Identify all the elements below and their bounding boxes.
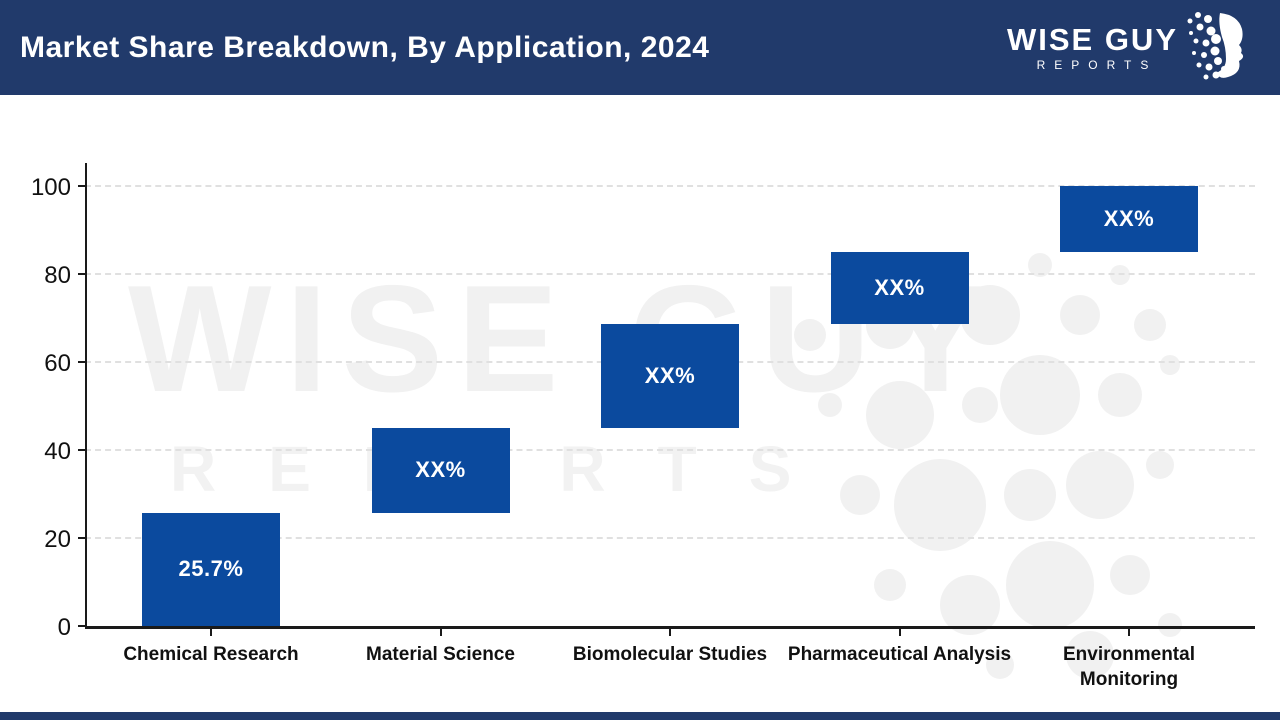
x-category-label: Chemical Research bbox=[123, 644, 299, 665]
logo-wordmark: WISE GUY REPORTS bbox=[1007, 24, 1178, 71]
x-tick-mark bbox=[439, 629, 442, 636]
bar-1: 25.7% bbox=[142, 512, 280, 626]
y-tick-mark bbox=[78, 273, 85, 275]
y-axis-line bbox=[85, 163, 87, 629]
bar-5: XX% bbox=[1060, 186, 1198, 252]
logo-wordmark-line2: REPORTS bbox=[1036, 58, 1158, 72]
bar-2: XX% bbox=[371, 428, 510, 513]
x-category-label: Material Science bbox=[366, 644, 515, 665]
gridline-80 bbox=[85, 273, 1255, 275]
y-tick-label: 20 bbox=[44, 526, 71, 553]
gridline-40 bbox=[85, 449, 1255, 451]
logo-wordmark-line1: WISE GUY bbox=[1006, 22, 1178, 57]
y-tick-mark bbox=[78, 185, 85, 187]
footer-bar bbox=[0, 712, 1280, 720]
page-title: Market Share Breakdown, By Application, … bbox=[20, 30, 710, 64]
gridline-20 bbox=[85, 537, 1255, 539]
x-axis-line bbox=[85, 626, 1255, 629]
x-tick-mark bbox=[1128, 629, 1130, 636]
y-tick-label: 60 bbox=[44, 350, 71, 377]
y-tick-mark bbox=[78, 625, 85, 627]
x-category-label: Environmental Monitoring bbox=[1063, 644, 1195, 690]
bar-3: XX% bbox=[601, 324, 739, 428]
logo-face-icon bbox=[1187, 11, 1244, 79]
bar-value-label: XX% bbox=[415, 457, 466, 483]
x-category-label: Pharmaceutical Analysis bbox=[787, 644, 1012, 665]
bar-4: XX% bbox=[830, 252, 969, 325]
y-tick-label: 100 bbox=[30, 174, 71, 201]
plot: 0 20 40 60 80 100 25.7% Chemical Research XX% Mat… bbox=[0, 95, 1280, 712]
y-tick-mark bbox=[78, 449, 85, 451]
x-tick-mark bbox=[669, 629, 671, 636]
bar-value-label: XX% bbox=[644, 363, 696, 389]
bar-value-label: XX% bbox=[874, 275, 925, 301]
bar-value-label: XX% bbox=[1103, 206, 1155, 231]
x-tick-mark bbox=[898, 629, 901, 636]
y-tick-label: 40 bbox=[44, 438, 71, 465]
y-tick-label: 0 bbox=[57, 614, 71, 641]
x-category-label: Biomolecular Studies bbox=[572, 644, 768, 665]
header-bar: Market Share Breakdown, By Application, … bbox=[0, 0, 1280, 95]
bar-value-label: 25.7% bbox=[178, 556, 244, 582]
wiseguy-logo: WISE GUY REPORTS bbox=[1007, 9, 1254, 87]
y-tick-mark bbox=[78, 361, 85, 363]
y-tick-mark bbox=[78, 537, 85, 539]
gridline-100 bbox=[85, 185, 1255, 187]
x-tick-mark bbox=[210, 629, 212, 636]
y-tick-label: 80 bbox=[44, 262, 71, 289]
chart-area: WISE GUY REPORTS 02040608010025.7%Chemic… bbox=[0, 95, 1280, 712]
